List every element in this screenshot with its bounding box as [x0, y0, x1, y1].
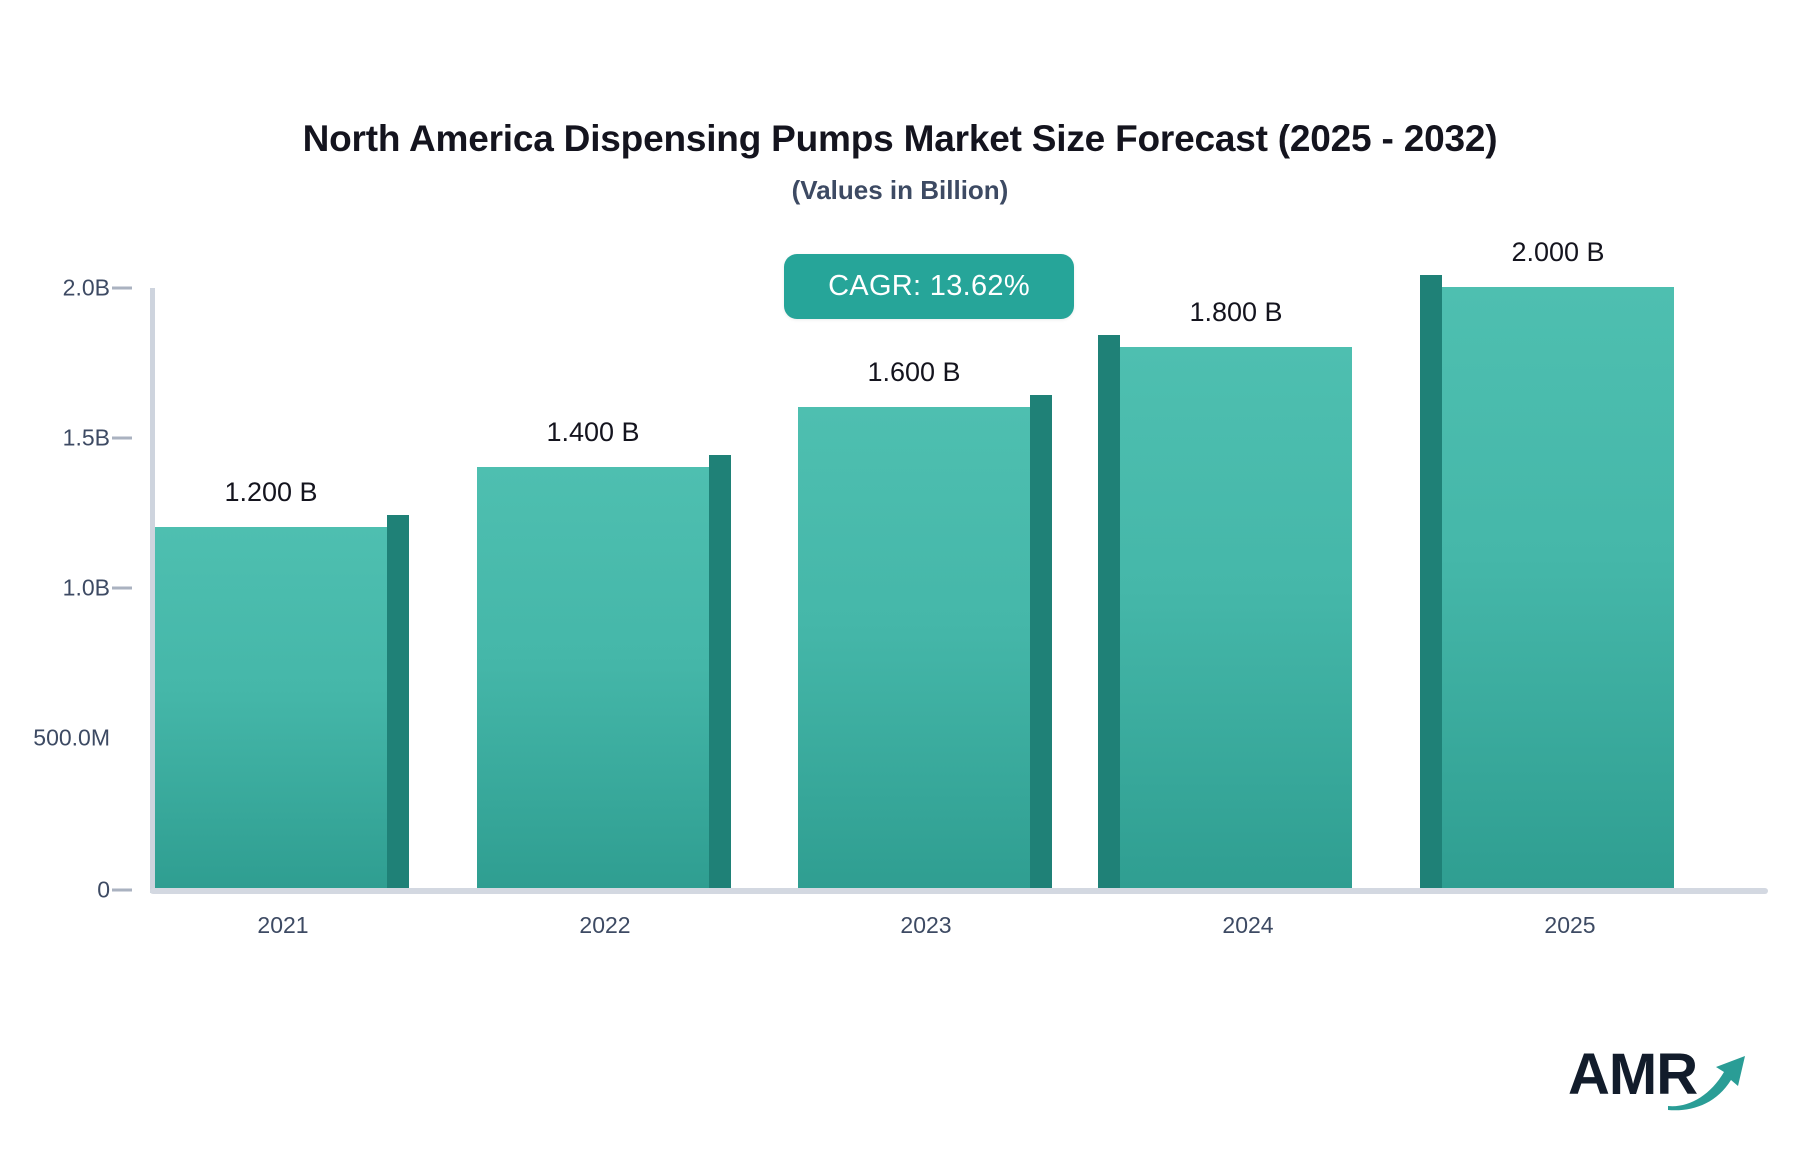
cagr-badge: CAGR: 13.62% [784, 254, 1074, 319]
y-axis-line [150, 288, 155, 893]
y-tick-label-1-5b: 1.5B [62, 424, 110, 451]
bar-face-2025 [1442, 287, 1674, 888]
bar-side-2021 [387, 515, 409, 888]
bar-side-2024 [1098, 335, 1120, 888]
x-tick-label-2024: 2024 [1222, 912, 1274, 938]
x-tick-label-2023: 2023 [900, 912, 952, 938]
x-tick-label-2025: 2025 [1544, 912, 1596, 938]
bar-face-2024 [1120, 347, 1352, 888]
bar-face-2022 [477, 467, 709, 888]
chart-subtitle: (Values in Billion) [791, 175, 1009, 205]
bar-2023[interactable]: 1.600 B [798, 0, 1052, 888]
y-tick-dash-2-0b [112, 286, 132, 290]
bar-2025[interactable]: 2.000 B [1420, 0, 1674, 888]
y-tick-label-0: 0 [97, 876, 110, 903]
bar-side-2025 [1420, 275, 1442, 888]
x-tick-label-2022: 2022 [579, 912, 631, 938]
bar-face-2023 [798, 407, 1030, 888]
y-tick-dash-1-0b [112, 586, 132, 590]
amr-logo: AMR [1568, 1044, 1748, 1120]
bar-value-label-2023: 1.600 B [867, 357, 961, 387]
bar-2021[interactable]: 1.200 B [155, 0, 409, 888]
y-tick-label-500-0m: 500.0M [33, 724, 110, 751]
bar-2022[interactable]: 1.400 B [477, 0, 731, 888]
bar-value-label-2022: 1.400 B [546, 417, 640, 447]
y-tick-label-1-0b: 1.0B [62, 574, 110, 601]
x-tick-label-2021: 2021 [257, 912, 309, 938]
y-tick-dash-0 [112, 888, 132, 892]
bar-2024[interactable]: 1.800 B [1098, 0, 1352, 888]
y-tick-dash-1-5b [112, 436, 132, 440]
bar-value-label-2021: 1.200 B [224, 477, 318, 507]
amr-logo-text: AMR [1568, 1042, 1698, 1107]
cagr-badge-label: CAGR: 13.62% [828, 270, 1030, 302]
x-axis-line [150, 888, 1768, 894]
growth-arrow-icon [1668, 1056, 1745, 1111]
y-tick-label-2-0b: 2.0B [62, 274, 110, 301]
bar-value-label-2024: 1.800 B [1189, 297, 1283, 327]
page-title: North America Dispensing Pumps Market Si… [302, 118, 1498, 159]
bar-side-2022 [709, 455, 731, 888]
bar-side-2023 [1030, 395, 1052, 888]
bar-face-2021 [155, 527, 387, 888]
bar-value-label-2025: 2.000 B [1511, 237, 1605, 267]
